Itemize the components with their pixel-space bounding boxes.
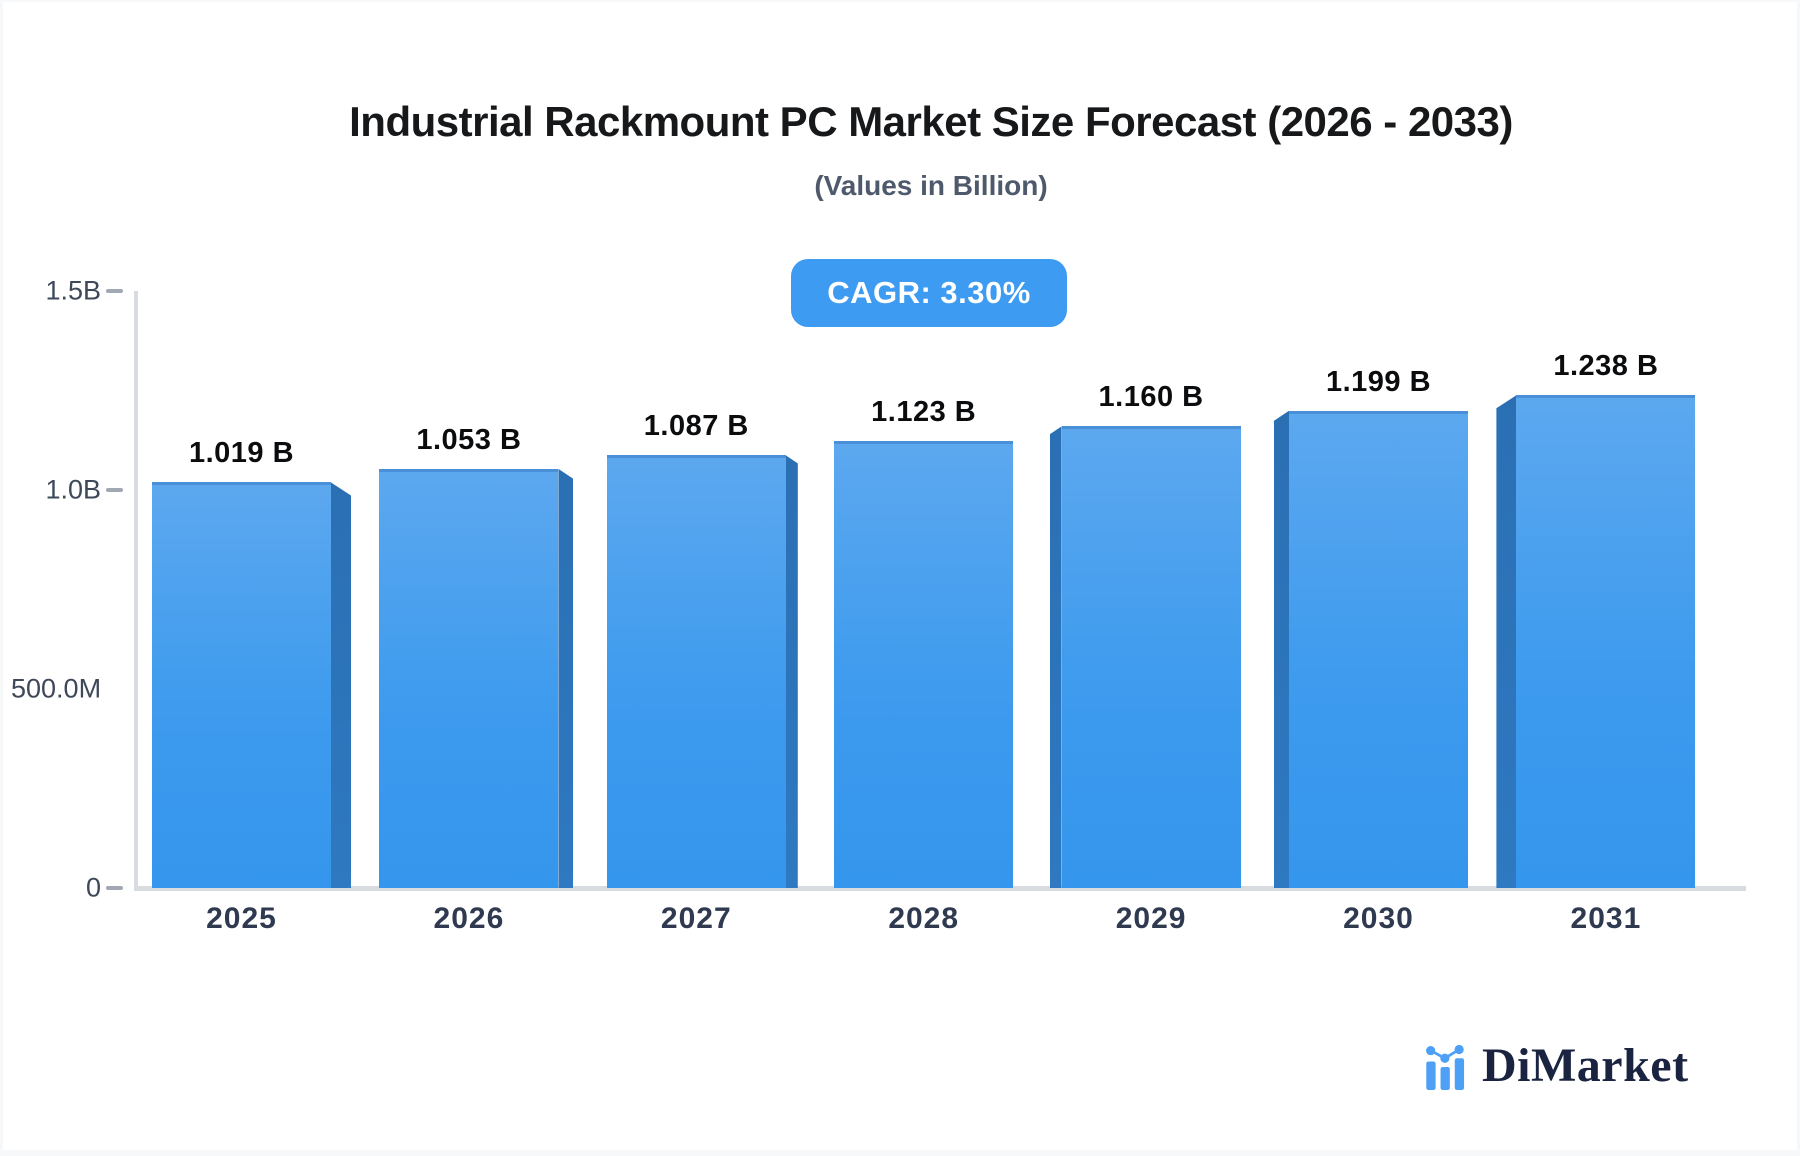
y-tick-label: 1.0B (45, 474, 101, 505)
bar-side-2026 (558, 468, 574, 888)
y-tick-dash (106, 886, 123, 890)
bar-side-2030 (1274, 410, 1289, 888)
bar-side-2027 (785, 455, 798, 888)
bar-value-label: 1.053 B (416, 423, 522, 456)
bar-value-label: 1.087 B (643, 410, 749, 443)
y-tick-label: 1.5B (45, 275, 101, 306)
y-tick-dash (106, 289, 123, 293)
logo-bars-icon (1426, 1044, 1465, 1090)
chart-subtitle: (Values in Billion) (814, 170, 1048, 201)
y-axis-line (134, 291, 138, 891)
y-tick-label: 500.0M (11, 673, 102, 704)
bar-value-label: 1.160 B (1098, 381, 1204, 414)
bar-2025[interactable] (152, 482, 331, 888)
bar-side-2025 (331, 482, 351, 888)
x-tick-label: 2025 (206, 902, 277, 935)
cagr-badge-label: CAGR: 3.30% (827, 275, 1031, 310)
bar-2026[interactable] (379, 468, 559, 888)
bar-2031[interactable] (1516, 395, 1696, 888)
x-tick-label: 2028 (888, 902, 960, 935)
bar-side-2029 (1049, 426, 1062, 888)
brand-logo[interactable]: DiMarket (1424, 1042, 1689, 1090)
chart-title: Industrial Rackmount PC Market Size Fore… (349, 98, 1513, 145)
bar-value-label: 1.199 B (1325, 365, 1432, 398)
bar-value-label: 1.238 B (1553, 350, 1659, 383)
bar-side-2031 (1496, 395, 1517, 888)
bar-value-label: 1.019 B (188, 437, 295, 470)
x-tick-label: 2027 (660, 902, 732, 935)
y-tick-dash (106, 488, 123, 492)
bar-2030[interactable] (1289, 410, 1468, 888)
x-axis-line (134, 886, 1746, 891)
x-tick-label: 2031 (1570, 902, 1642, 935)
bar-2029[interactable] (1061, 426, 1241, 888)
x-tick-label: 2030 (1343, 902, 1414, 935)
cagr-badge: CAGR: 3.30% (791, 259, 1067, 327)
y-tick-label: 0 (85, 872, 101, 903)
logo-text: DiMarket (1482, 1039, 1689, 1092)
x-tick-label: 2029 (1115, 902, 1187, 935)
bar-value-label: 1.123 B (871, 396, 977, 429)
x-tick-label: 2026 (433, 902, 505, 935)
bar-2027[interactable] (606, 455, 786, 888)
bar-2028[interactable] (834, 441, 1014, 888)
